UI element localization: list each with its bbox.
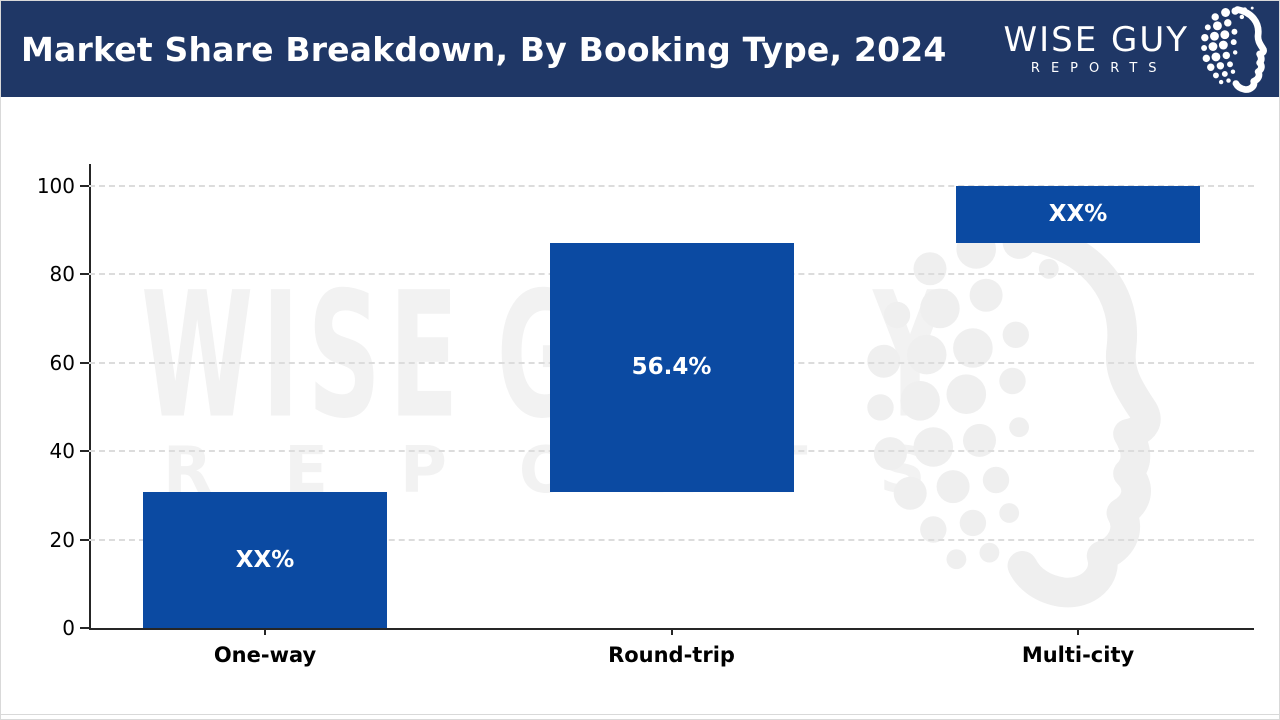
y-gridline: [89, 185, 1254, 188]
dotted-head-icon: [1193, 5, 1267, 94]
bar-value-label: XX%: [1048, 201, 1108, 228]
y-tick-label: 80: [49, 262, 75, 287]
y-gridline: [89, 538, 1254, 541]
wise-guy-reports-logo: WISE GUY REPORTS: [1003, 5, 1267, 94]
y-tick-mark: [80, 185, 89, 188]
bar: XX%: [956, 186, 1200, 243]
watermark-word-wise: WISE: [141, 255, 467, 458]
x-tick-mark: [264, 628, 266, 635]
x-axis-category-label: One-way: [213, 643, 317, 667]
y-tick-mark: [80, 450, 89, 453]
logo-wordmark: WISE GUY: [1003, 20, 1189, 60]
y-tick-label: 40: [49, 439, 75, 464]
x-axis-category-label: Round-trip: [608, 643, 735, 667]
y-tick-label: 60: [49, 350, 75, 375]
bar: XX%: [143, 491, 387, 628]
y-tick-mark: [80, 273, 89, 276]
y-tick-label: 100: [36, 174, 75, 199]
y-tick-mark: [80, 361, 89, 364]
bar-value-label: 56.4%: [631, 354, 712, 381]
y-tick-mark: [80, 538, 89, 541]
y-tick-label: 20: [49, 527, 75, 552]
y-tick-mark: [80, 627, 89, 629]
y-axis-line: [89, 164, 91, 628]
chart-title: Market Share Breakdown, By Booking Type,…: [21, 29, 947, 69]
bar-value-label: XX%: [235, 546, 295, 573]
logo-text: WISE GUY REPORTS: [1003, 23, 1189, 75]
logo-subtitle: REPORTS: [1030, 61, 1168, 76]
x-tick-mark: [670, 628, 673, 635]
header: Market Share Breakdown, By Booking Type,…: [1, 1, 1279, 97]
x-axis-category-label: Multi-city: [1021, 643, 1135, 667]
x-tick-mark: [1077, 628, 1079, 635]
y-tick-label: 0: [62, 616, 75, 640]
footer-divider: [1, 714, 1279, 715]
plot-area: 0 20 40 60 80 100 One-way Round-trip Multi-city X…: [37, 164, 1254, 667]
bar: 56.4%: [549, 242, 794, 492]
